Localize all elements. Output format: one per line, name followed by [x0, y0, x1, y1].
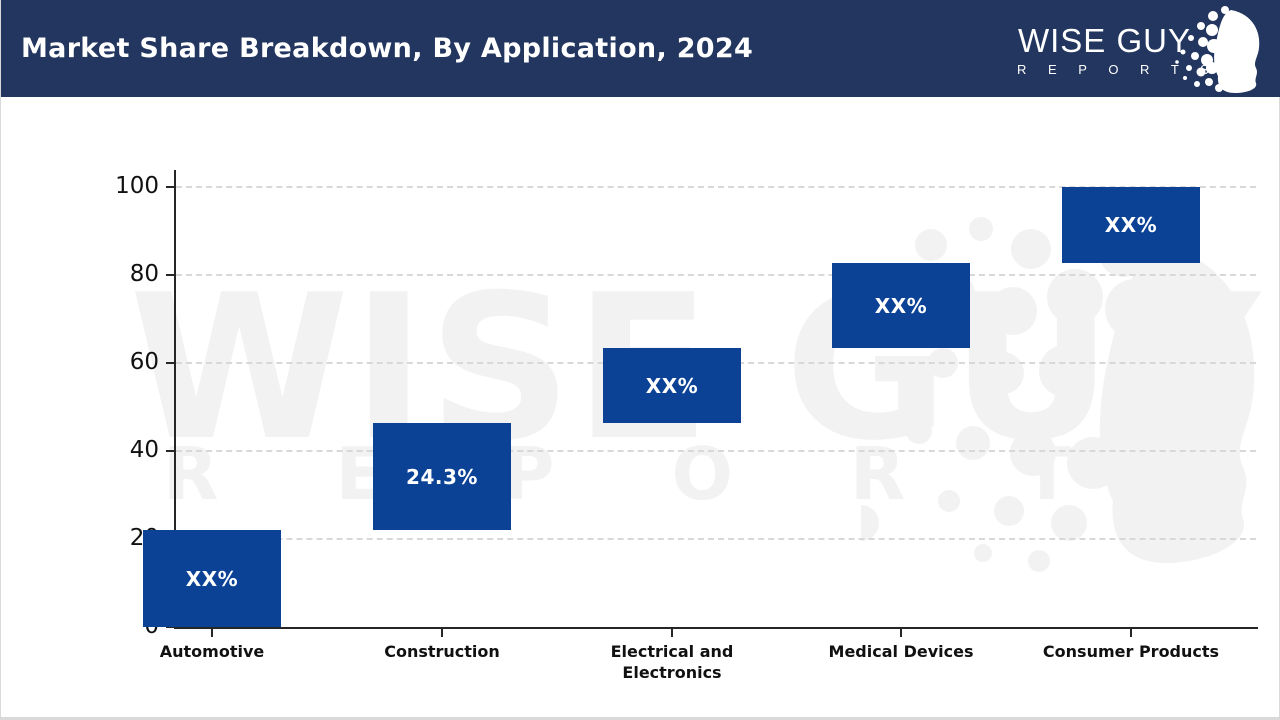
x-tick [1130, 629, 1132, 637]
x-tick [441, 629, 443, 637]
bar-segment: XX% [603, 348, 741, 424]
brand-logo-text: WISE GUY R E P O R T S [1017, 22, 1218, 77]
bar-segment: XX% [832, 263, 970, 349]
gridline [176, 538, 1256, 540]
bar-value-label: XX% [874, 293, 928, 318]
gridline [176, 450, 1256, 452]
y-tick [166, 274, 175, 276]
x-axis-label: Automotive [159, 642, 265, 661]
y-tick-label: 80 [129, 261, 159, 287]
x-tick [671, 629, 673, 637]
y-tick [166, 626, 175, 628]
gridline [176, 274, 1256, 276]
x-axis-line [174, 627, 1258, 629]
bar-segment: 24.3% [373, 423, 511, 531]
y-tick-label: 40 [129, 437, 159, 463]
brand-name: WISE GUY [1017, 22, 1192, 59]
dotted-head-icon [1175, 6, 1260, 93]
bar-value-label: XX% [645, 373, 699, 398]
y-axis-line [174, 170, 176, 629]
x-axis-label: Medical Devices [828, 642, 974, 661]
x-axis-label: Consumer Products [1042, 642, 1220, 661]
bar-segment: XX% [1062, 187, 1200, 264]
bottom-border [1, 717, 1280, 720]
y-tick [166, 362, 175, 364]
bar-value-label: XX% [1104, 213, 1158, 238]
y-tick [166, 186, 175, 188]
y-tick [166, 450, 175, 452]
x-axis-label: Construction [384, 642, 500, 661]
y-tick-label: 60 [129, 349, 159, 375]
page-title: Market Share Breakdown, By Application, … [21, 33, 754, 64]
bar-value-label: XX% [185, 566, 239, 591]
brand-subtitle: R E P O R T S [1017, 62, 1218, 77]
x-axis-label: Electrical and Electronics [610, 642, 734, 682]
brand-logo: WISE GUY R E P O R T S [1017, 0, 1267, 97]
bar-segment: XX% [143, 530, 281, 627]
watermark-brand-subtext: R E P O R T S [163, 432, 1280, 516]
x-tick [211, 629, 213, 637]
x-tick [900, 629, 902, 637]
gridline [176, 186, 1256, 188]
y-tick-label: 100 [115, 173, 159, 199]
header: Market Share Breakdown, By Application, … [1, 0, 1280, 97]
bar-value-label: 24.3% [406, 464, 478, 489]
